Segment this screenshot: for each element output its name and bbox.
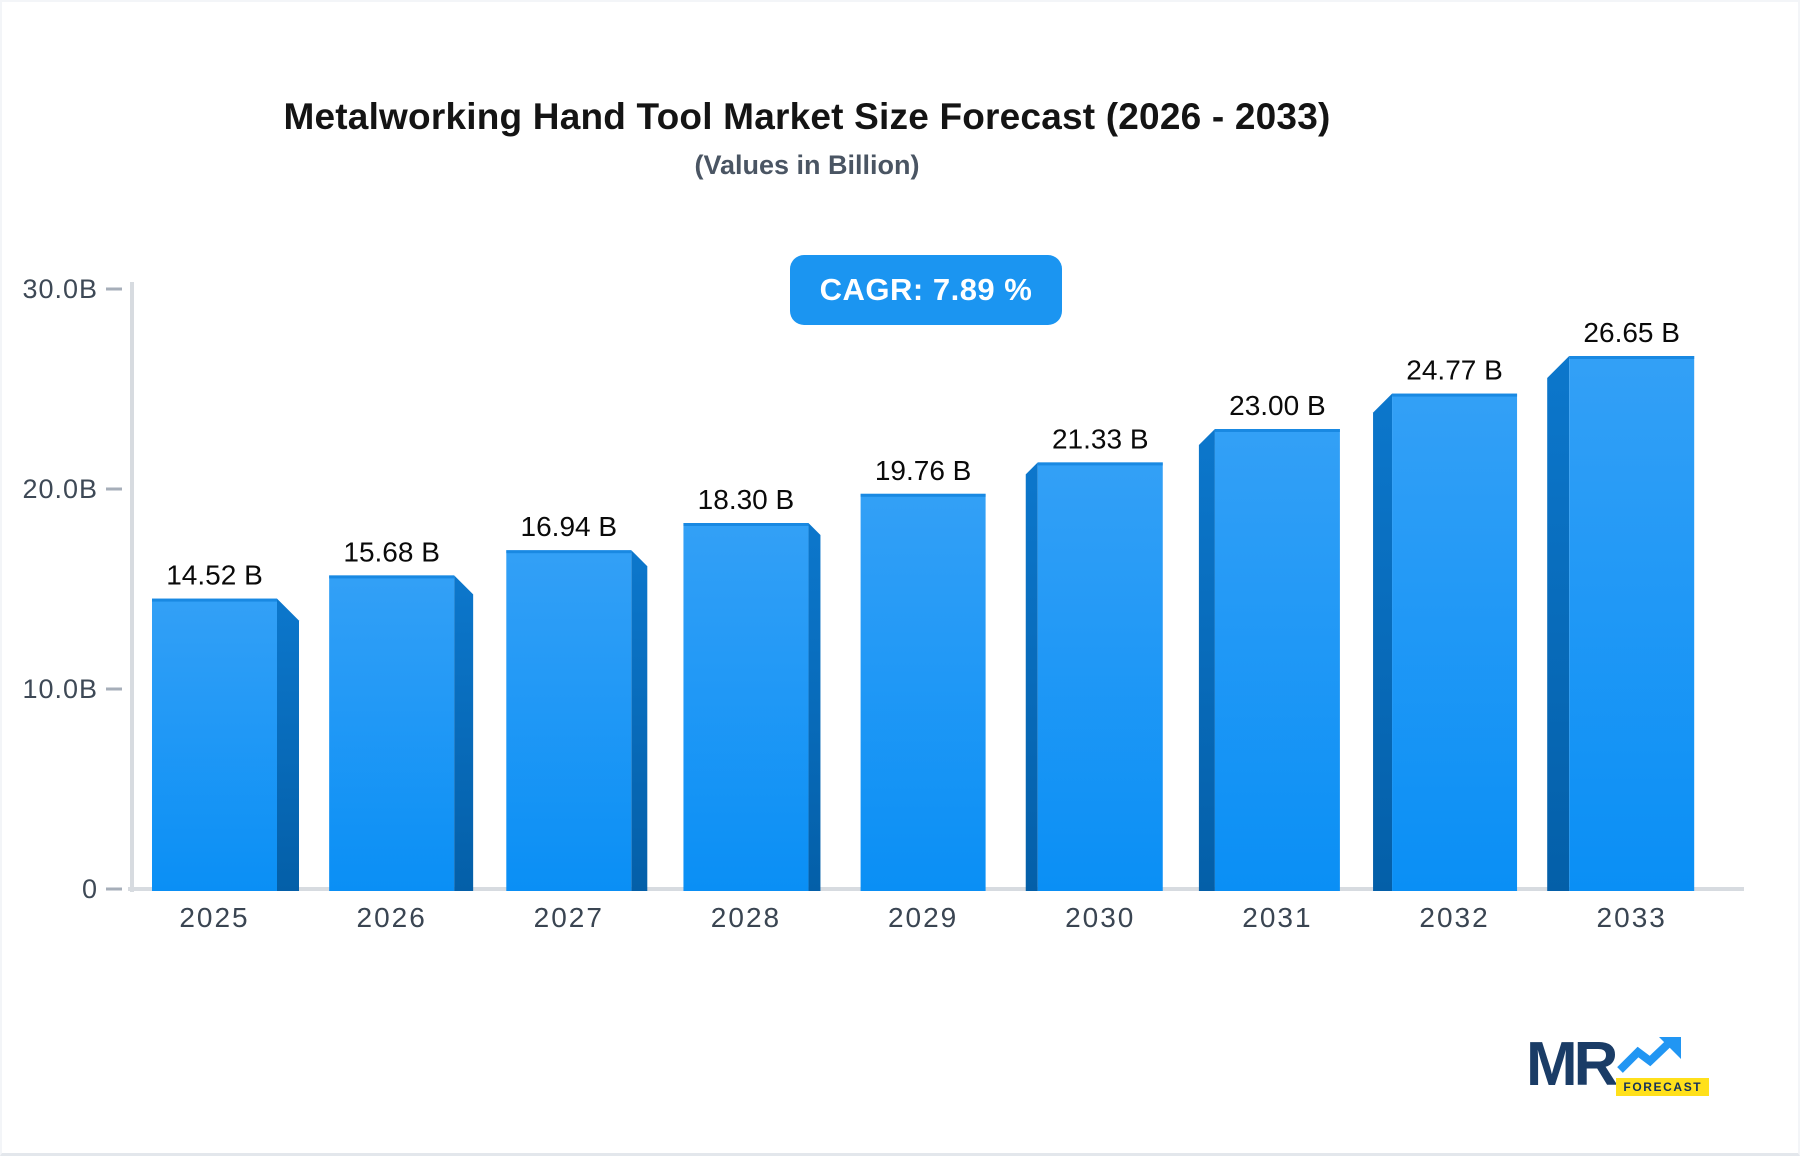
bar-2033[interactable]: [1569, 356, 1695, 891]
bar-2032-top-edge: [1392, 393, 1518, 397]
bars: [152, 356, 1695, 891]
bar-2031-side-face: [1198, 429, 1215, 891]
bar-2027-side-face: [631, 550, 648, 891]
bar-2031[interactable]: [1214, 429, 1340, 891]
bar-value-label-2030: 21.33 B: [1052, 423, 1149, 454]
x-tick-label-2027: 2027: [534, 902, 604, 933]
bar-value-label-2027: 16.94 B: [521, 511, 618, 542]
mr-forecast-logo: MR FORECAST: [1526, 1030, 1710, 1099]
chart-title: Metalworking Hand Tool Market Size Forec…: [283, 96, 1331, 137]
x-tick-label-2032: 2032: [1419, 902, 1489, 933]
y-tick-mark: [106, 687, 122, 691]
bar-value-label-2032: 24.77 B: [1406, 355, 1503, 386]
bar-2028-top-edge: [683, 523, 809, 526]
y-axis-line: [130, 282, 134, 892]
cagr-badge: CAGR: 7.89 %: [790, 255, 1062, 325]
trend-up-arrow-icon: [1617, 1037, 1682, 1073]
bar-value-label-2033: 26.65 B: [1583, 317, 1680, 348]
bar-2033-side-face: [1547, 356, 1570, 891]
bar-value-label-2028: 18.30 B: [698, 484, 795, 515]
logo-forecast-text: FORECAST: [1616, 1078, 1710, 1096]
bar-2030-side-face: [1025, 462, 1038, 891]
bar-2026[interactable]: [329, 575, 455, 891]
y-tick-mark: [106, 287, 122, 291]
bar-2025-side-face: [277, 598, 299, 891]
chart-subtitle: (Values in Billion): [694, 150, 920, 180]
y-tick-label-20.0B: 20.0B: [22, 474, 98, 504]
x-tick-label-2025: 2025: [179, 902, 249, 933]
bar-2029[interactable]: [860, 493, 986, 891]
x-tick-label-2031: 2031: [1242, 902, 1312, 933]
y-tick-mark: [106, 487, 122, 491]
bar-2030-top-edge: [1037, 462, 1163, 466]
bar-2025[interactable]: [152, 598, 277, 891]
bar-2030[interactable]: [1037, 462, 1163, 891]
bar-2025-top-edge: [152, 598, 277, 602]
bar-2027[interactable]: [506, 550, 632, 891]
bar-2026-side-face: [454, 575, 474, 891]
y-tick-label-0: 0: [82, 874, 98, 904]
bar-value-label-2029: 19.76 B: [875, 455, 972, 486]
bar-2027-top-edge: [506, 550, 632, 554]
bar-2028[interactable]: [683, 523, 809, 891]
labels: 14.52 B 2025 15.68 B 2026 16.94 B 2027 18.30 B…: [166, 317, 1680, 933]
x-tick-label-2028: 2028: [711, 902, 781, 933]
bar-value-label-2025: 14.52 B: [166, 560, 263, 591]
bar-2032[interactable]: [1392, 393, 1518, 891]
bar-value-label-2026: 15.68 B: [343, 536, 440, 567]
bar-2033-top-edge: [1569, 356, 1695, 359]
x-tick-label-2026: 2026: [357, 902, 427, 933]
bar-2032-side-face: [1373, 393, 1393, 891]
y-tick-label-10.0B: 10.0B: [22, 674, 98, 704]
bar-2026-top-edge: [329, 575, 455, 579]
x-tick-label-2029: 2029: [888, 902, 958, 933]
bar-2031-top-edge: [1214, 429, 1340, 432]
bar-value-label-2031: 23.00 B: [1229, 390, 1326, 421]
y-tick-mark: [106, 887, 122, 891]
bar-2028-side-face: [808, 523, 821, 891]
y-tick-label-30.0B: 30.0B: [22, 274, 98, 304]
bar-2029-top-edge: [860, 493, 986, 497]
x-tick-label-2030: 2030: [1065, 902, 1135, 933]
logo-mr-text: MR: [1526, 1030, 1618, 1099]
x-tick-label-2033: 2033: [1597, 902, 1667, 933]
